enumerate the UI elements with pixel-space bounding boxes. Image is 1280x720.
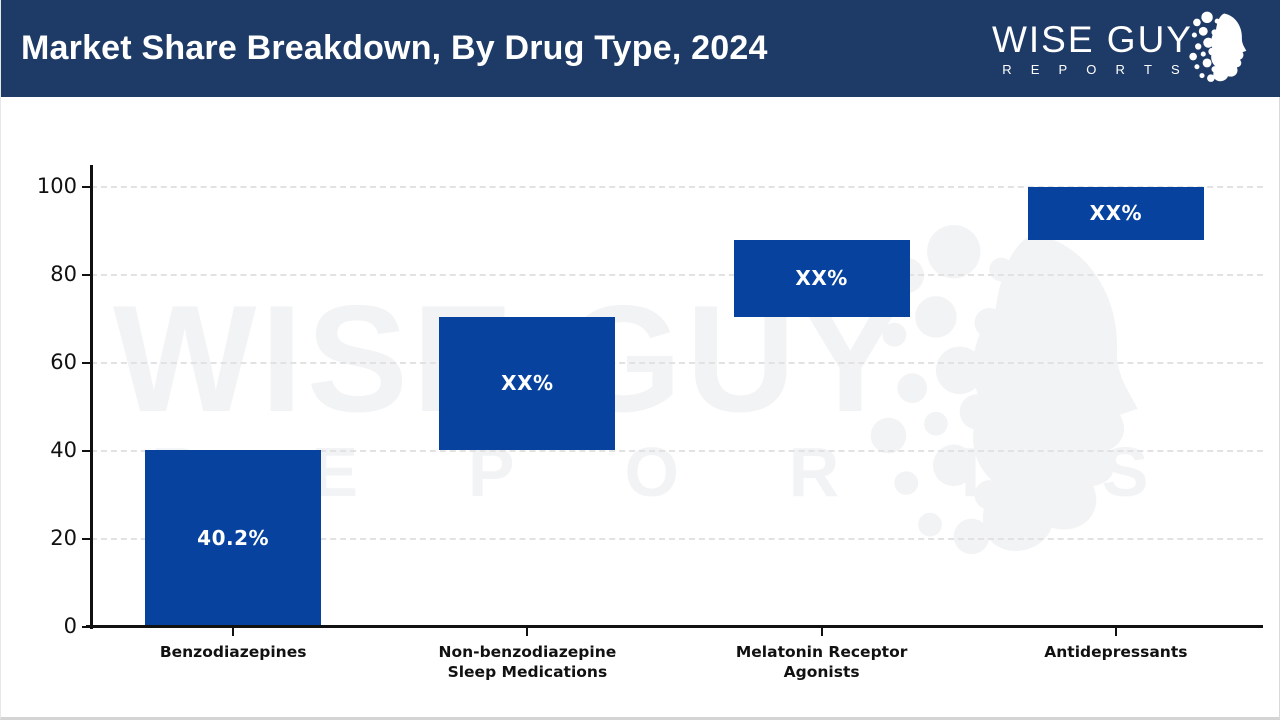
y-tick-label-40: 40 (50, 437, 77, 462)
y-tick-label-20: 20 (50, 525, 77, 550)
gridline-40 (91, 449, 1263, 452)
brand-logo: WISE GUY R E P O R T S (992, 11, 1253, 87)
brand-face-icon (1189, 11, 1247, 82)
gridline-60 (91, 361, 1263, 364)
bar-segment-2: XX% (439, 316, 616, 450)
y-tick-label-0: 0 (63, 613, 77, 638)
bar-segment-3: XX% (733, 239, 910, 317)
category-label-4: Antidepressants (969, 642, 1263, 663)
y-tick-label-60: 60 (50, 349, 77, 374)
gridline-20 (91, 537, 1263, 540)
y-tick-label-100: 100 (36, 174, 77, 198)
y-tick-20 (82, 537, 91, 540)
category-label-line: Agonists (783, 663, 860, 682)
header-bar: Market Share Breakdown, By Drug Type, 20… (1, 0, 1280, 97)
x-tick-2 (526, 628, 529, 636)
y-axis-line (90, 165, 93, 630)
y-tick-label-80: 80 (50, 261, 77, 286)
gridline-100 (91, 186, 1263, 188)
category-label-line: Benzodiazepines (159, 642, 307, 661)
bar-segment-4: XX% (1027, 187, 1204, 240)
x-axis-line (86, 625, 1263, 628)
category-label-3: Melatonin Receptor Agonists (675, 642, 969, 684)
gridline-80 (91, 273, 1263, 276)
y-tick-40 (82, 449, 91, 452)
category-label-line: Non-benzodiazepine (438, 642, 617, 661)
chart-title: Market Share Breakdown, By Drug Type, 20… (21, 29, 768, 67)
category-label-line: Sleep Medications (447, 663, 608, 682)
x-tick-3 (820, 628, 823, 636)
brand-subname: R E P O R T S (1002, 61, 1189, 77)
bar-value-label: 40.2% (197, 526, 270, 551)
y-tick-100 (82, 186, 91, 188)
y-tick-80 (82, 273, 91, 276)
category-label-2: Non-benzodiazepine Sleep Medications (380, 642, 674, 684)
bar-value-label: XX% (795, 266, 848, 291)
brand-logo-text: WISE GUY R E P O R T S (992, 21, 1193, 77)
bar-segment-1: 40.2% (145, 449, 322, 627)
category-label-1: Benzodiazepines (86, 642, 380, 663)
category-label-line: Melatonin Receptor (735, 642, 908, 661)
category-label-line: Antidepressants (1044, 642, 1188, 661)
brand-name: WISE GUY (991, 18, 1193, 60)
y-tick-60 (82, 361, 91, 364)
bar-value-label: XX% (1089, 201, 1143, 226)
x-tick-1 (232, 628, 235, 636)
x-tick-4 (1114, 628, 1117, 636)
bar-value-label: XX% (501, 371, 554, 396)
